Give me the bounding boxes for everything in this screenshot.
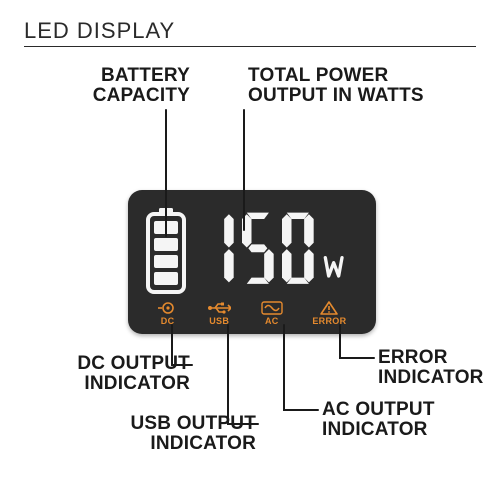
- header-rule: [24, 46, 476, 47]
- indicator-usb: USB: [207, 301, 231, 326]
- usb-trident-icon: [207, 301, 231, 315]
- power-readout: [202, 208, 352, 294]
- indicator-label: ERROR: [312, 316, 346, 326]
- section-title: LED DISPLAY: [24, 18, 476, 44]
- indicator-label: AC: [265, 316, 279, 326]
- warning-icon: [320, 301, 338, 315]
- callout-error-indicator: ERRORINDICATOR: [378, 348, 484, 388]
- callout-text: USB OUTPUTINDICATOR: [131, 413, 257, 454]
- dc-plug-icon: [158, 301, 178, 315]
- indicator-label: DC: [161, 316, 175, 326]
- indicator-dc: DC: [158, 301, 178, 326]
- led-display-panel: DC USB AC: [128, 190, 376, 334]
- watt-unit-icon: [325, 258, 342, 276]
- indicator-ac: AC: [261, 301, 283, 326]
- ac-wave-icon: [261, 301, 283, 315]
- indicator-error: ERROR: [312, 301, 346, 326]
- callout-text: DC OUTPUTINDICATOR: [77, 353, 190, 394]
- indicator-row: DC USB AC: [128, 301, 376, 326]
- callout-usb-output: USB OUTPUTINDICATOR: [131, 414, 257, 454]
- callout-battery-capacity: BATTERYCAPACITY: [93, 66, 190, 106]
- callout-text: BATTERYCAPACITY: [93, 65, 190, 106]
- callout-text: TOTAL POWEROUTPUT IN WATTS: [248, 65, 424, 106]
- callout-text: ERRORINDICATOR: [378, 347, 484, 388]
- indicator-label: USB: [209, 316, 229, 326]
- section-header: LED DISPLAY: [24, 18, 476, 47]
- callout-ac-output: AC OUTPUTINDICATOR: [322, 400, 435, 440]
- battery-icon: [144, 208, 188, 294]
- callout-dc-output: DC OUTPUTINDICATOR: [77, 354, 190, 394]
- callout-text: AC OUTPUTINDICATOR: [322, 399, 435, 440]
- callout-total-power: TOTAL POWEROUTPUT IN WATTS: [248, 66, 424, 106]
